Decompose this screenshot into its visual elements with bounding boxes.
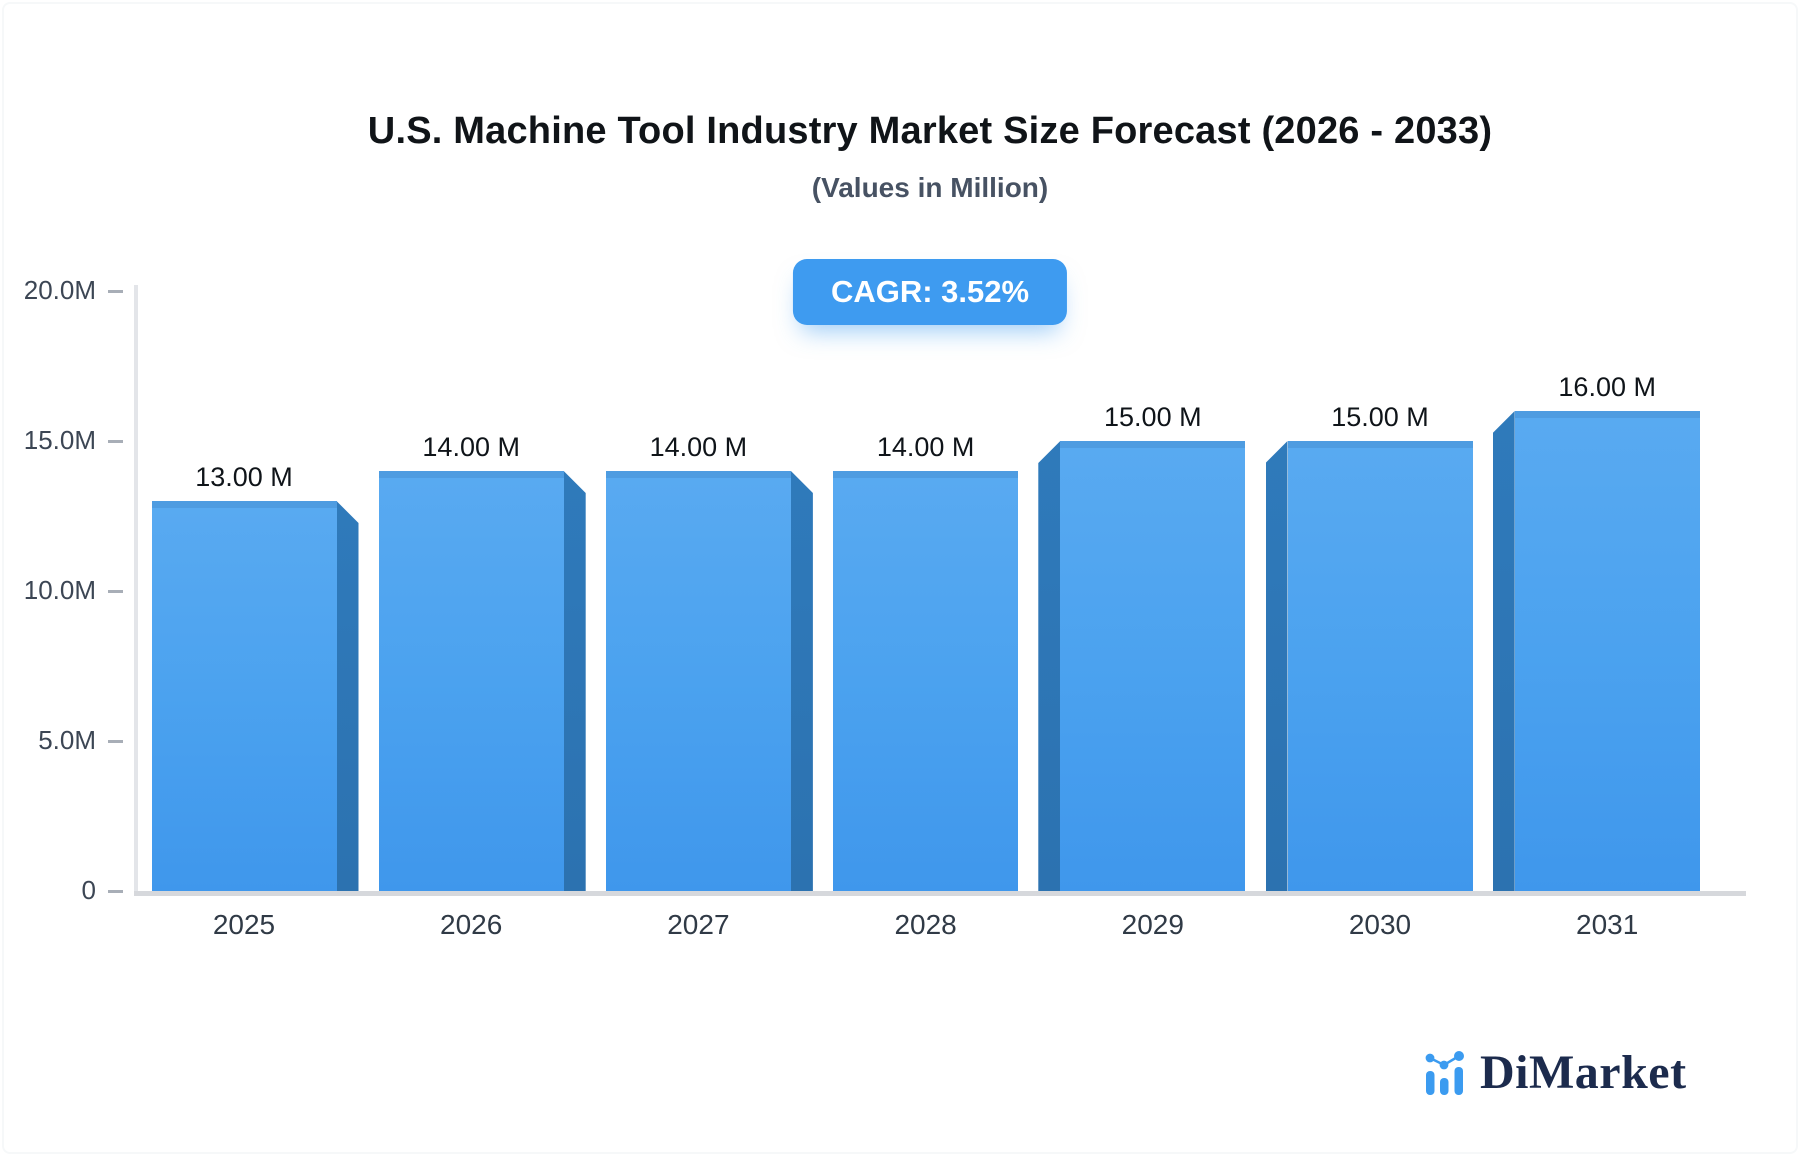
bar-2026[interactable]: 14.00 M (378, 432, 586, 891)
bar-value-label-2026: 14.00 M (422, 432, 520, 462)
cagr-badge: CAGR: 3.52% (792, 259, 1068, 325)
bar-face (833, 471, 1019, 891)
y-tick-dash (108, 590, 123, 593)
bar-2025[interactable]: 13.00 M (151, 462, 359, 891)
bar-value-label-2029: 15.00 M (1104, 402, 1202, 432)
bar-2030[interactable]: 15.00 M (1265, 402, 1473, 891)
bar-face (378, 471, 564, 891)
dimarket-logo-text: DiMarket (1480, 1045, 1687, 1099)
bar-line-chart-icon (1425, 1051, 1464, 1095)
y-tick-dash (108, 440, 123, 443)
bar-2029[interactable]: 15.00 M (1038, 402, 1246, 891)
bar-value-label-2025: 13.00 M (195, 462, 293, 492)
y-tick-dash (108, 890, 123, 893)
x-axis-baseline (134, 891, 1746, 896)
bar-3d-side (563, 471, 586, 891)
x-axis-label-2025: 2025 (212, 909, 276, 940)
bar-face (151, 501, 337, 891)
y-axis-line (134, 285, 138, 896)
chart-area: 20.0M 15.0M 10.0M 5.0M 0 13.00 M 2025 14.00 M 20… (24, 257, 1749, 957)
bar-value-label-2030: 15.00 M (1331, 402, 1429, 432)
x-axis-label-2030: 2030 (1348, 909, 1412, 940)
bar-3d-side (336, 501, 359, 891)
x-axis-label-2031: 2031 (1576, 909, 1639, 940)
bar-3d-side (1492, 411, 1515, 891)
chart-title: U.S. Machine Tool Industry Market Size F… (367, 110, 1493, 152)
y-tick-label: 15.0M (23, 424, 96, 455)
y-tick-label: 10.0M (23, 574, 96, 605)
chart-subtitle: (Values in Million) (811, 172, 1049, 203)
y-tick-label: 5.0M (38, 724, 96, 755)
y-tick-label: 20.0M (23, 274, 96, 305)
dimarket-logo: DiMarket (1425, 1044, 1687, 1100)
bar-2031[interactable]: 16.00 M (1492, 372, 1700, 891)
bar-face (1287, 441, 1473, 891)
bar-value-label-2028: 14.00 M (876, 432, 975, 462)
x-axis-label-2028: 2028 (894, 909, 957, 940)
x-axis-label-2026: 2026 (440, 909, 503, 940)
bar-2028[interactable]: 14.00 M (833, 432, 1019, 891)
bar-face (1060, 441, 1246, 891)
x-axis-label-2029: 2029 (1121, 909, 1184, 940)
bar-face (605, 471, 791, 891)
y-tick-dash (108, 740, 123, 743)
bar-3d-side (1038, 441, 1061, 891)
bar-3d-side (1265, 441, 1288, 891)
y-tick-dash (108, 290, 123, 293)
bar-face (1514, 411, 1700, 891)
bar-value-label-2031: 16.00 M (1558, 372, 1656, 402)
bar-value-label-2027: 14.00 M (649, 432, 748, 462)
x-axis-label-2027: 2027 (667, 909, 730, 940)
bar-2027[interactable]: 14.00 M (605, 432, 813, 891)
y-tick-label: 0 (81, 874, 96, 905)
bar-3d-side (790, 471, 813, 891)
